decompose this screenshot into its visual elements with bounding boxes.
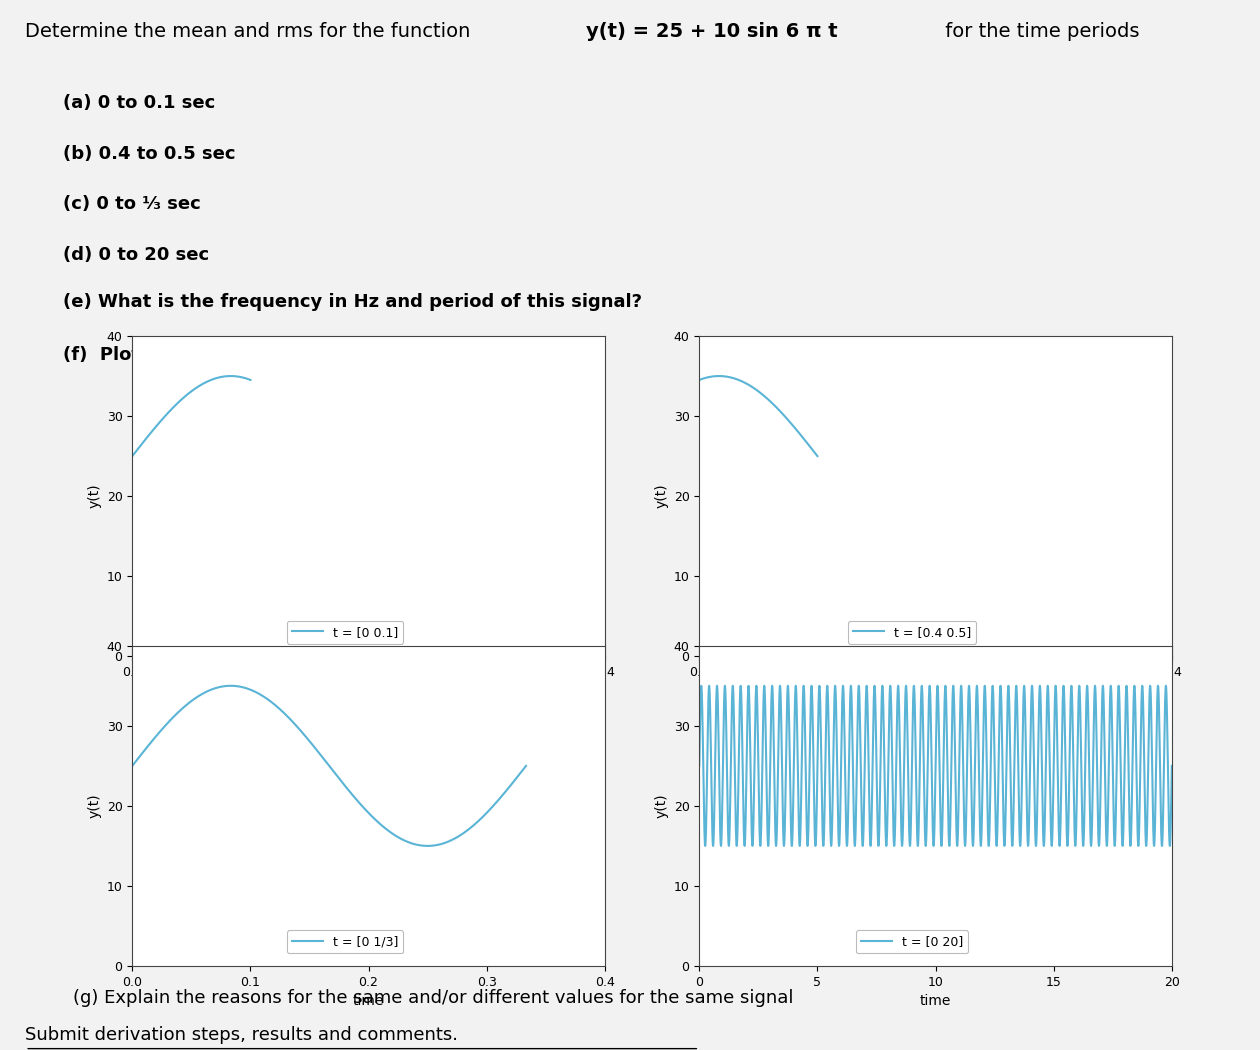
t = [0.4 0.5]	[756, 390, 771, 402]
Text: ([0 40]): ([0 40])	[432, 346, 509, 364]
t = [0 1/3]	[518, 759, 533, 772]
Line: t = [0 1/3]: t = [0 1/3]	[132, 686, 525, 846]
Text: (d) 0 to 20 sec: (d) 0 to 20 sec	[63, 246, 209, 264]
X-axis label: time: time	[353, 994, 384, 1008]
Y-axis label: y(t): y(t)	[654, 484, 668, 508]
t = [0 0.1]	[223, 370, 238, 382]
t = [0.4 0.5]	[762, 395, 777, 407]
t = [0 1/3]	[360, 805, 375, 818]
t = [0 0.1]	[181, 386, 197, 399]
t = [0 0.1]	[222, 370, 237, 382]
t = [0 0.1]	[181, 387, 197, 400]
Legend: t = [0 0.1]: t = [0 0.1]	[287, 621, 403, 644]
t = [0 0.1]	[125, 449, 140, 462]
Y-axis label: y(t): y(t)	[87, 484, 101, 508]
t = [0 20]	[692, 759, 707, 772]
Y-axis label: y(t): y(t)	[654, 794, 668, 818]
Text: Submit derivation steps, results and comments.: Submit derivation steps, results and com…	[25, 1026, 459, 1044]
Text: Determine the mean and rms for the function: Determine the mean and rms for the funct…	[25, 22, 476, 41]
Text: (f)  Plot the (a) to (d). set: (f) Plot the (a) to (d). set	[63, 346, 328, 364]
t = [0 1/3]	[315, 751, 330, 763]
Text: (g) Explain the reasons for the same and/or different values for the same signal: (g) Explain the reasons for the same and…	[50, 989, 794, 1007]
t = [0.4 0.5]	[748, 383, 764, 396]
Line: t = [0 0.1]: t = [0 0.1]	[132, 376, 251, 456]
t = [0 20]	[772, 679, 788, 692]
Line: t = [0 20]: t = [0 20]	[699, 686, 1172, 846]
t = [0 20]	[1080, 692, 1095, 705]
Text: (a) 0 to 0.1 sec: (a) 0 to 0.1 sec	[63, 94, 215, 112]
Y-axis label: y(t): y(t)	[87, 794, 101, 818]
t = [0 20]	[975, 762, 990, 775]
t = [0 20]	[1084, 840, 1099, 853]
t = [0.4 0.5]	[712, 370, 727, 382]
t = [0 20]	[777, 802, 793, 815]
t = [0.4 0.5]	[692, 374, 707, 386]
Legend: t = [0 20]: t = [0 20]	[856, 930, 968, 953]
Line: t = [0.4 0.5]: t = [0.4 0.5]	[699, 376, 818, 456]
t = [0.4 0.5]	[789, 423, 804, 436]
X-axis label: time: time	[353, 685, 384, 698]
Text: (c) 0 to ⅓ sec: (c) 0 to ⅓ sec	[63, 195, 200, 213]
t = [0 0.1]	[241, 373, 256, 385]
t = [0 0.1]	[189, 381, 204, 394]
Text: y(t) = 25 + 10 sin 6 π t: y(t) = 25 + 10 sin 6 π t	[586, 22, 838, 41]
t = [0 1/3]	[510, 770, 525, 782]
t = [0.4 0.5]	[808, 446, 823, 459]
t = [0.4 0.5]	[748, 383, 764, 396]
t = [0 1/3]	[223, 679, 238, 692]
Text: (e) What is the frequency in Hz and period of this signal?: (e) What is the frequency in Hz and peri…	[63, 293, 643, 311]
Legend: t = [0 1/3]: t = [0 1/3]	[286, 930, 403, 953]
X-axis label: time: time	[920, 994, 951, 1008]
t = [0 1/3]	[449, 832, 464, 844]
t = [0 0.1]	[243, 374, 258, 386]
t = [0.4 0.5]	[810, 449, 825, 462]
t = [0 0.1]	[195, 378, 210, 391]
t = [0 20]	[999, 743, 1014, 756]
Legend: t = [0.4 0.5]: t = [0.4 0.5]	[848, 621, 976, 644]
Text: ylim: ylim	[388, 346, 431, 364]
t = [0 1/3]	[125, 759, 140, 772]
t = [0 20]	[1164, 759, 1179, 772]
Text: (b) 0.4 to 0.5 sec: (b) 0.4 to 0.5 sec	[63, 145, 236, 163]
t = [0 1/3]	[420, 840, 435, 853]
Text: for the time periods: for the time periods	[939, 22, 1139, 41]
t = [0 20]	[1045, 838, 1060, 851]
t = [0 20]	[872, 791, 887, 803]
t = [0 1/3]	[312, 748, 328, 760]
X-axis label: time: time	[920, 685, 951, 698]
t = [0 1/3]	[339, 781, 354, 794]
